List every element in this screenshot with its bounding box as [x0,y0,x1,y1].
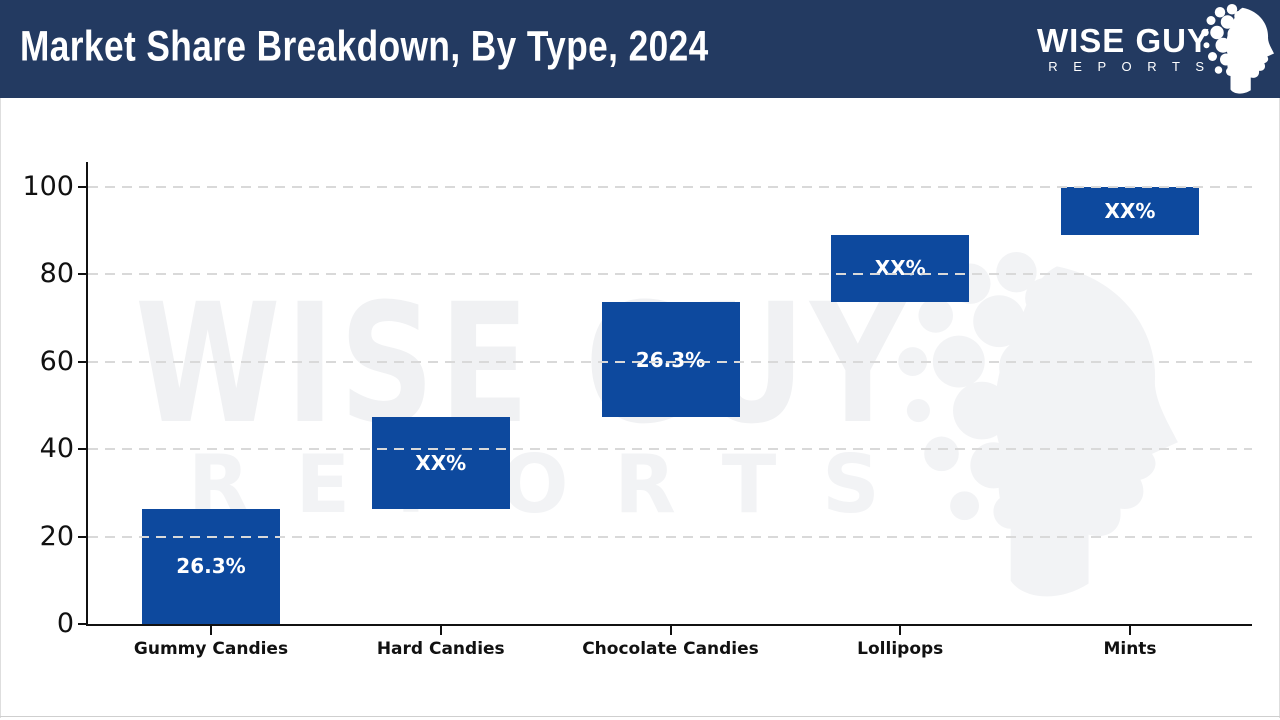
bar-value-label: XX% [415,451,467,475]
y-tick-mark [78,360,87,363]
category-label: Gummy Candies [133,639,289,659]
category-label: Mints [1103,639,1157,659]
gridline [88,448,1252,450]
watermark-head-graphic [898,252,1178,597]
gridline [88,273,1252,275]
gridline [88,535,1252,538]
y-tick-label: 40 [39,433,74,464]
y-tick-mark [78,448,87,450]
category-label: Hard Candies [376,639,505,659]
watermark-wordmark: WISE GUY [135,268,911,460]
y-tick-mark [78,623,87,625]
y-tick-mark [78,185,87,188]
gridline [88,185,1252,188]
bottom-border-line [0,716,1280,717]
y-tick-mark [78,535,87,538]
bar-value-label: 26.3% [176,554,246,579]
x-axis-line [86,624,1252,626]
bar-segment: XX% [371,417,510,509]
logo-subtitle: R E P O R T S [1048,59,1210,75]
bar-segment: 26.3% [142,508,280,624]
logo-text: WISE GUY R E P O R T S [1036,21,1210,75]
x-tick-mark [439,626,442,635]
y-tick-label: 60 [39,345,74,377]
x-tick-mark [669,626,672,635]
y-tick-mark [78,273,87,275]
bar-segment: 26.3% [601,302,740,418]
watermark-subtitle: R E P O R T S [188,438,889,531]
y-tick-label: 0 [56,608,74,639]
bar-segment: XX% [1061,186,1199,235]
category-label: Chocolate Candies [582,639,759,659]
category-label: Lollipops [857,639,944,659]
header-bar: Market Share Breakdown, By Type, 2024 WI… [0,0,1280,98]
left-border-line [0,98,1,718]
x-tick-mark [210,626,212,635]
y-tick-label: 100 [22,170,74,202]
logo-wordmark: WISE GUY [1036,21,1210,59]
bar-value-label: XX% [874,256,926,281]
y-tick-label: 20 [39,520,74,552]
wise-guy-head-icon [1201,4,1274,94]
y-tick-label: 80 [39,258,74,289]
page-title: Market Share Breakdown, By Type, 2024 [20,22,709,71]
bar-segment: XX% [831,234,970,302]
x-tick-mark [1129,626,1131,635]
x-tick-mark [899,626,902,635]
bar-value-label: XX% [1104,198,1156,223]
y-axis-line [86,162,88,626]
gridline [88,360,1252,363]
wise-guy-logo: WISE GUY R E P O R T S [1037,4,1274,94]
bar-value-label: 26.3% [635,347,706,372]
